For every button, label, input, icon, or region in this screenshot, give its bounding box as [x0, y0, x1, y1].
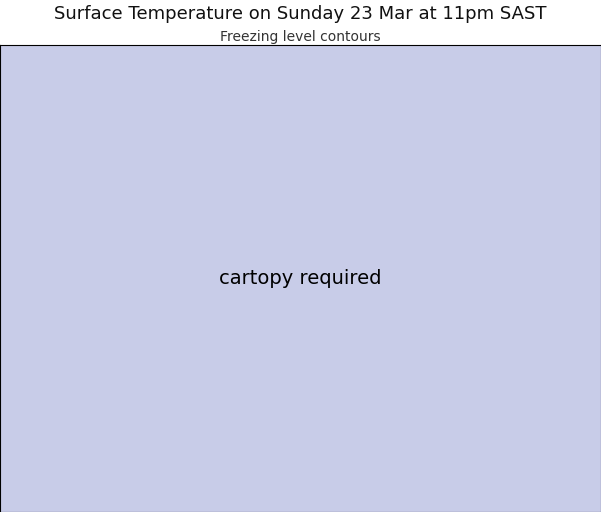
Text: cartopy required: cartopy required	[219, 269, 382, 288]
Text: Freezing level contours: Freezing level contours	[220, 30, 381, 44]
Text: Surface Temperature on Sunday 23 Mar at 11pm SAST: Surface Temperature on Sunday 23 Mar at …	[54, 6, 547, 24]
